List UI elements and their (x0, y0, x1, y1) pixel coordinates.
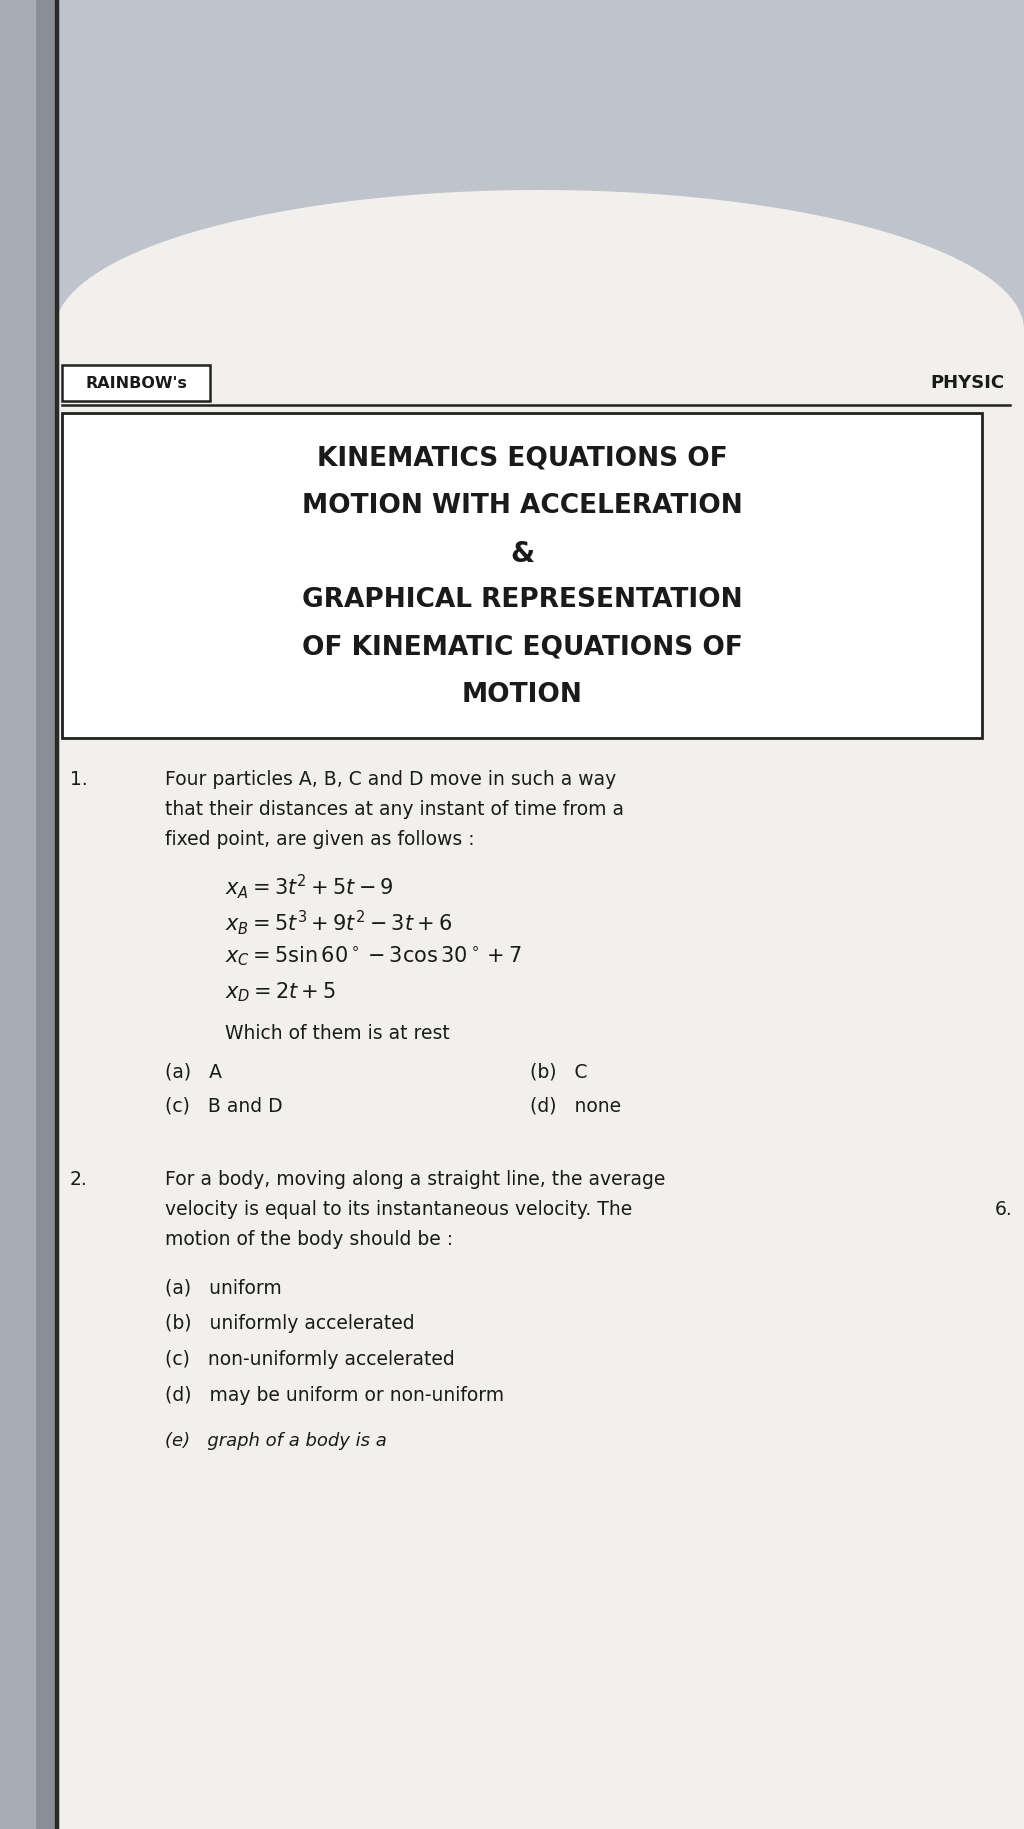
Text: &: & (510, 540, 535, 569)
Text: 1.: 1. (70, 770, 88, 788)
Text: Four particles A, B, C and D move in such a way: Four particles A, B, C and D move in suc… (165, 770, 616, 788)
Text: $x_C = 5\sin 60^\circ - 3\cos 30^\circ + 7$: $x_C = 5\sin 60^\circ - 3\cos 30^\circ +… (225, 944, 522, 968)
Text: 2.: 2. (70, 1171, 88, 1189)
Text: $x_A = 3t^2 + 5t - 9$: $x_A = 3t^2 + 5t - 9$ (225, 872, 393, 902)
Text: (c)   non-uniformly accelerated: (c) non-uniformly accelerated (165, 1350, 455, 1368)
Text: motion of the body should be :: motion of the body should be : (165, 1229, 454, 1249)
Text: Which of them is at rest: Which of them is at rest (225, 1024, 450, 1043)
Text: PHYSIC: PHYSIC (931, 373, 1005, 391)
Text: that their distances at any instant of time from a: that their distances at any instant of t… (165, 799, 624, 819)
Text: (d)   none: (d) none (530, 1096, 622, 1116)
Bar (55, 0, 58, 1829)
Text: (b)   C: (b) C (530, 1063, 588, 1081)
Text: MOTION WITH ACCELERATION: MOTION WITH ACCELERATION (302, 492, 742, 519)
Text: (b)   uniformly accelerated: (b) uniformly accelerated (165, 1313, 415, 1333)
Text: fixed point, are given as follows :: fixed point, are given as follows : (165, 830, 475, 849)
Bar (0, 0, 35, 1829)
Bar (0, 0, 58, 1829)
Text: (d)   may be uniform or non-uniform: (d) may be uniform or non-uniform (165, 1386, 504, 1405)
Text: KINEMATICS EQUATIONS OF: KINEMATICS EQUATIONS OF (316, 446, 727, 472)
Text: MOTION: MOTION (462, 682, 583, 708)
Text: GRAPHICAL REPRESENTATION: GRAPHICAL REPRESENTATION (302, 587, 742, 613)
Polygon shape (55, 190, 1024, 1829)
Text: OF KINEMATIC EQUATIONS OF: OF KINEMATIC EQUATIONS OF (301, 635, 742, 660)
Text: $x_B = 5t^3 + 9t^2 - 3t + 6$: $x_B = 5t^3 + 9t^2 - 3t + 6$ (225, 907, 452, 936)
FancyBboxPatch shape (62, 366, 210, 401)
Text: 6.: 6. (994, 1200, 1012, 1218)
Text: (c)   B and D: (c) B and D (165, 1096, 283, 1116)
Text: (a)   A: (a) A (165, 1063, 222, 1081)
Text: For a body, moving along a straight line, the average: For a body, moving along a straight line… (165, 1171, 666, 1189)
Text: RAINBOW's: RAINBOW's (85, 375, 187, 391)
Text: (e)   graph of a body is a: (e) graph of a body is a (165, 1432, 387, 1450)
Text: velocity is equal to its instantaneous velocity. The: velocity is equal to its instantaneous v… (165, 1200, 632, 1218)
FancyBboxPatch shape (62, 413, 982, 737)
Text: $x_D = 2t + 5$: $x_D = 2t + 5$ (225, 980, 336, 1004)
Text: (a)   uniform: (a) uniform (165, 1278, 282, 1297)
